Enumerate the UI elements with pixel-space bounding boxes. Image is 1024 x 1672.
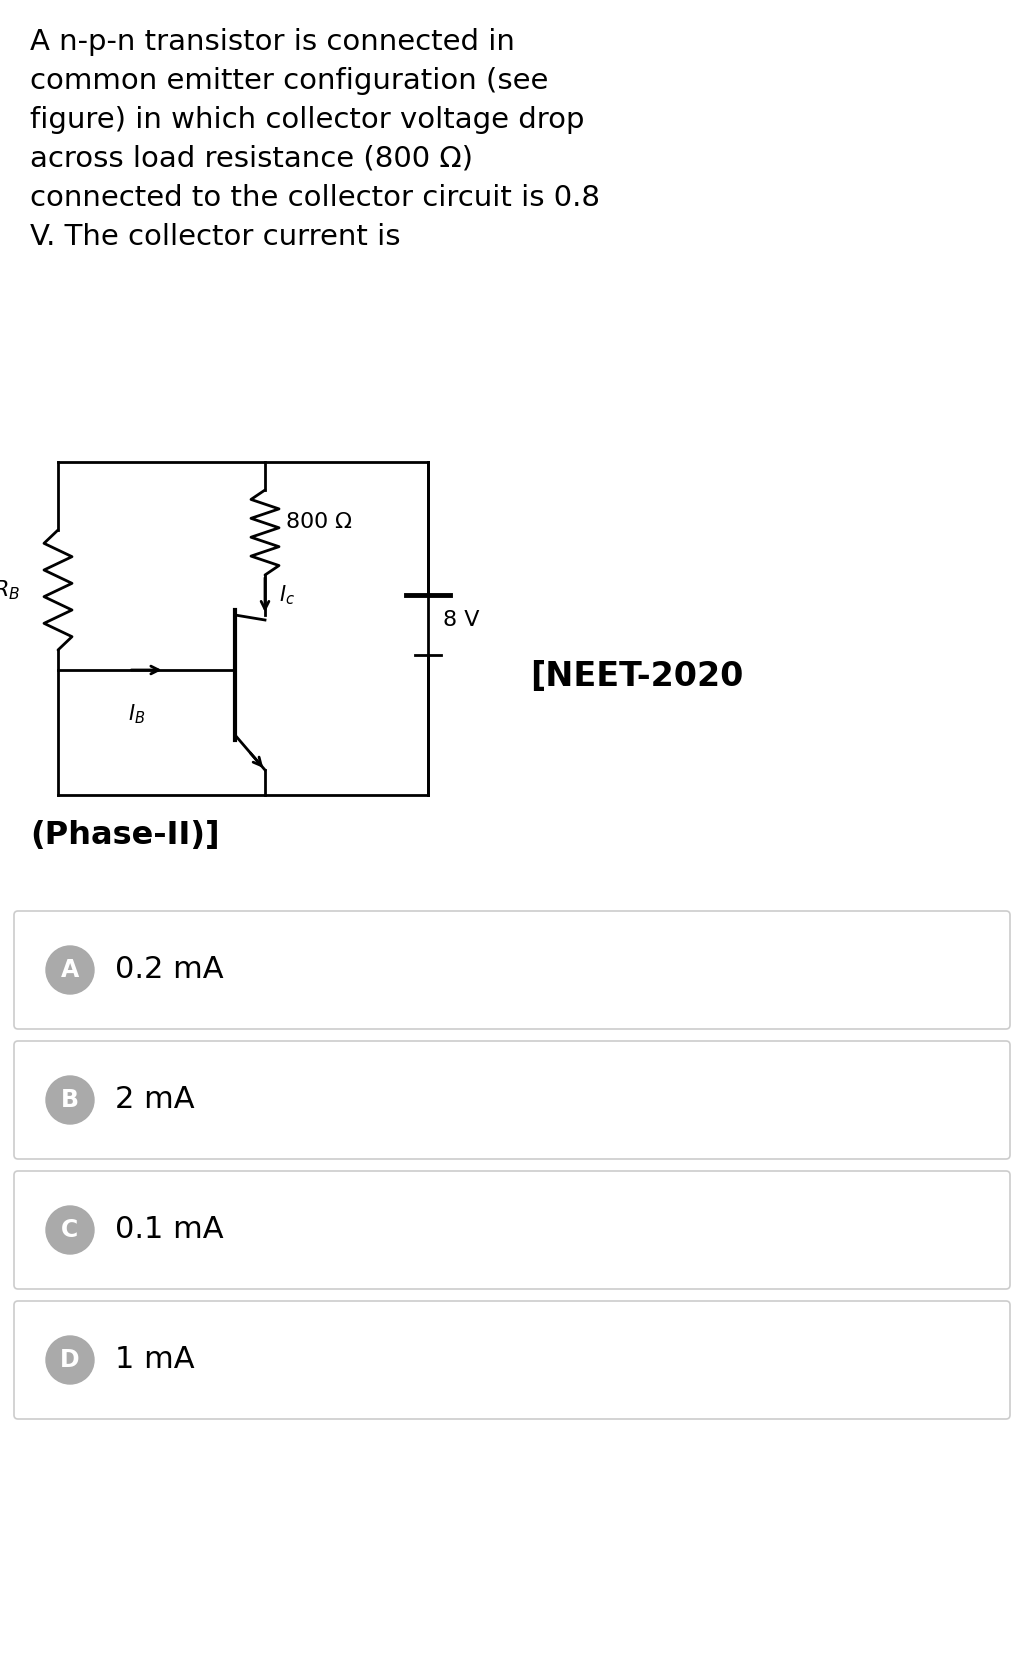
FancyBboxPatch shape — [14, 911, 1010, 1028]
Text: $I_c$: $I_c$ — [279, 584, 295, 607]
Text: $I_B$: $I_B$ — [128, 702, 145, 726]
Text: 800 $\Omega$: 800 $\Omega$ — [285, 513, 352, 532]
Text: A n-p-n transistor is connected in
common emitter configuration (see
figure) in : A n-p-n transistor is connected in commo… — [30, 28, 600, 251]
Text: 2 mA: 2 mA — [115, 1085, 195, 1115]
FancyBboxPatch shape — [14, 1042, 1010, 1159]
Text: D: D — [60, 1348, 80, 1373]
Text: [NEET-2020: [NEET-2020 — [530, 660, 743, 692]
Text: A: A — [60, 958, 79, 981]
Circle shape — [46, 1336, 94, 1384]
Text: B: B — [61, 1088, 79, 1112]
Text: C: C — [61, 1217, 79, 1242]
Text: 1 mA: 1 mA — [115, 1346, 195, 1374]
Text: $R_B$: $R_B$ — [0, 579, 20, 602]
FancyBboxPatch shape — [14, 1301, 1010, 1420]
Text: 0.2 mA: 0.2 mA — [115, 955, 223, 985]
Text: 0.1 mA: 0.1 mA — [115, 1216, 223, 1244]
Text: (Phase-II)]: (Phase-II)] — [30, 819, 219, 851]
FancyBboxPatch shape — [14, 1170, 1010, 1289]
Circle shape — [46, 946, 94, 993]
Text: 8 V: 8 V — [443, 610, 479, 630]
Circle shape — [46, 1077, 94, 1124]
Circle shape — [46, 1206, 94, 1254]
